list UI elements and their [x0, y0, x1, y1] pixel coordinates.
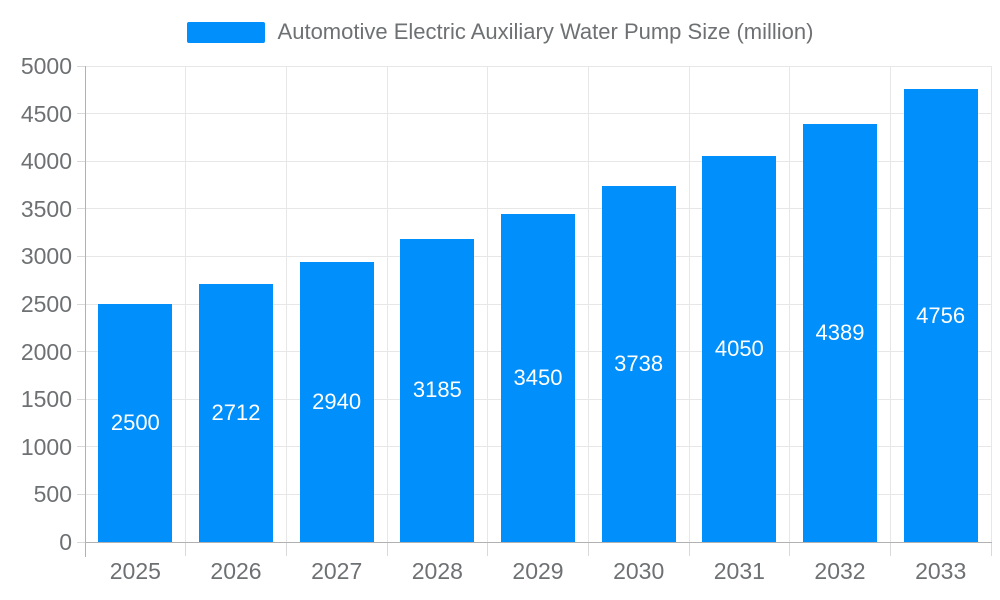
y-axis-label: 3000	[20, 243, 72, 270]
v-gridline	[386, 66, 388, 542]
v-gridline	[487, 66, 489, 542]
v-gridline	[688, 66, 690, 542]
bar-value-label: 3450	[513, 364, 563, 390]
x-axis-tick	[185, 542, 187, 556]
x-axis-label: 2030	[613, 558, 665, 584]
bar[interactable]	[98, 304, 173, 542]
y-axis-label: 3500	[20, 195, 72, 222]
bar-value-label: 4756	[916, 302, 966, 328]
y-axis-label: 4000	[20, 148, 72, 175]
x-axis-label: 2032	[814, 558, 866, 584]
y-axis-tick	[77, 398, 85, 400]
v-gridline	[789, 66, 791, 542]
legend-swatch[interactable]	[186, 21, 265, 43]
x-axis-tick	[487, 542, 489, 556]
bar-value-label: 3185	[412, 377, 462, 403]
bar[interactable]	[299, 262, 374, 542]
y-axis-tick	[77, 113, 85, 115]
h-gridline	[85, 160, 991, 162]
y-axis-tick	[77, 446, 85, 448]
y-axis-tick	[77, 303, 85, 305]
x-axis-label: 2027	[311, 558, 363, 584]
y-axis-tick	[77, 255, 85, 257]
x-axis-tick	[990, 542, 992, 556]
bar[interactable]	[601, 186, 676, 542]
v-gridline	[990, 66, 992, 542]
x-axis-tick	[285, 542, 287, 556]
h-gridline	[85, 65, 991, 67]
h-gridline	[85, 113, 991, 115]
x-axis-tick	[386, 542, 388, 556]
legend-label[interactable]: Automotive Electric Auxiliary Water Pump…	[277, 19, 814, 44]
x-axis-label: 2033	[915, 558, 967, 584]
x-axis-label: 2025	[109, 558, 161, 584]
y-axis-label: 1500	[20, 386, 72, 413]
y-axis-label: 0	[59, 529, 72, 555]
bar-value-label: 4050	[714, 336, 764, 362]
y-axis-label: 1000	[20, 433, 72, 460]
x-axis-label: 2029	[512, 558, 564, 584]
x-axis-tick	[587, 542, 589, 556]
x-axis-label: 2031	[713, 558, 765, 584]
x-axis-label: 2028	[411, 558, 463, 584]
y-axis-label: 500	[33, 481, 72, 508]
x-axis-line	[85, 541, 992, 543]
bar[interactable]	[199, 283, 273, 542]
h-gridline	[85, 208, 991, 210]
y-axis-label: 2500	[20, 291, 72, 317]
y-axis-tick	[77, 160, 85, 162]
legend: Automotive Electric Auxiliary Water Pump…	[0, 18, 1000, 46]
y-axis-label: 2000	[20, 338, 72, 365]
x-axis-tick	[889, 542, 891, 556]
bar-value-label: 3738	[614, 351, 664, 377]
bar-value-label: 2500	[110, 410, 160, 435]
v-gridline	[185, 66, 187, 542]
x-axis-tick	[789, 542, 791, 556]
y-axis-line	[84, 66, 86, 557]
x-axis-tick	[688, 542, 690, 556]
v-gridline	[285, 66, 287, 542]
bar[interactable]	[702, 156, 777, 542]
y-axis-label: 5000	[20, 53, 72, 79]
bar[interactable]	[400, 238, 475, 542]
y-axis-tick	[77, 493, 85, 495]
y-axis-tick	[77, 65, 85, 67]
bar[interactable]	[903, 89, 978, 542]
y-axis-tick	[77, 208, 85, 210]
bar-value-label: 2712	[211, 399, 261, 425]
y-axis-tick	[77, 351, 85, 353]
bar[interactable]	[803, 124, 877, 542]
v-gridline	[889, 66, 891, 542]
y-axis-label: 4500	[20, 100, 72, 127]
y-axis-tick	[77, 541, 85, 543]
x-axis-label: 2026	[210, 558, 262, 584]
bar[interactable]	[501, 213, 575, 542]
bar-value-label: 4389	[815, 320, 865, 346]
bar-value-label: 2940	[312, 389, 362, 415]
v-gridline	[587, 66, 589, 542]
